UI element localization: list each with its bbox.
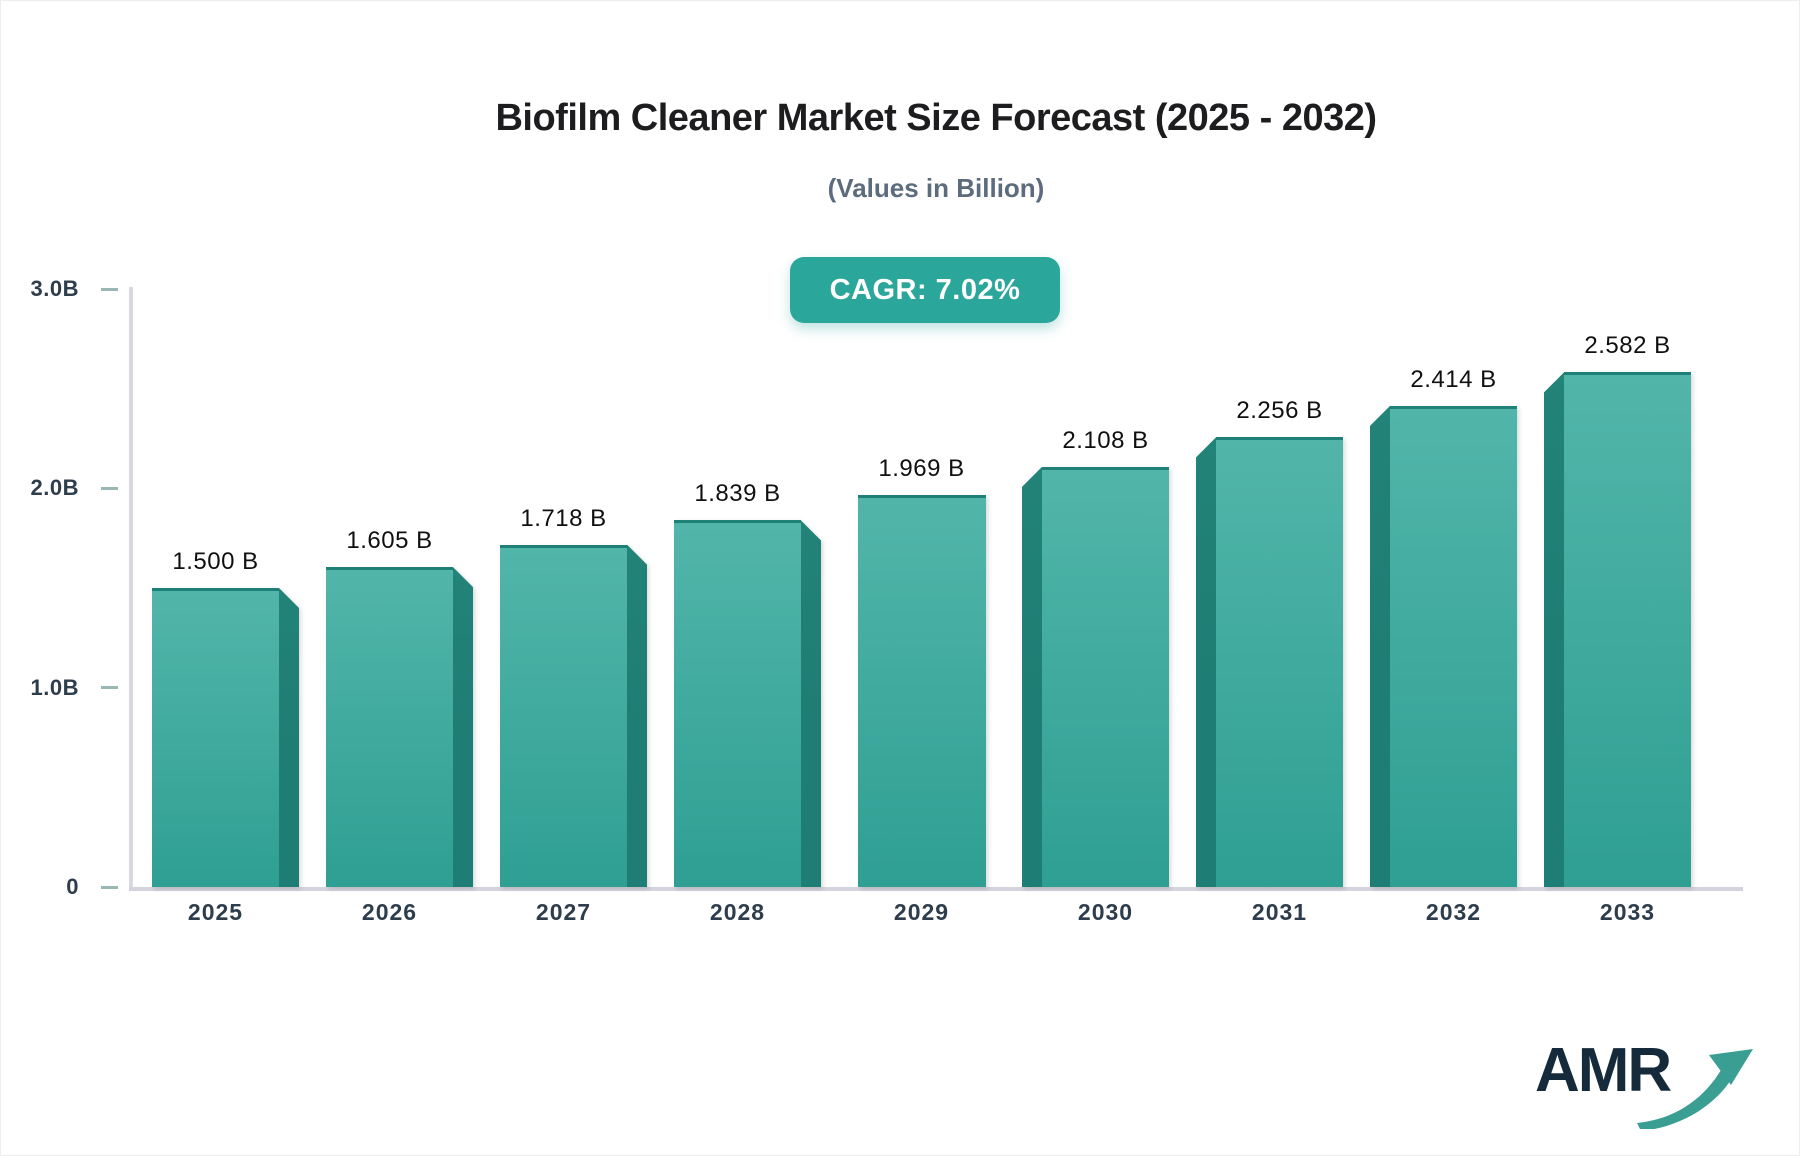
bar-side-3d	[801, 520, 821, 887]
bar-side-3d	[1196, 437, 1216, 887]
bar-value-label: 1.605 B	[346, 527, 433, 555]
y-tick-dash	[101, 885, 118, 889]
bar-2033	[1544, 372, 1691, 887]
amr-logo: AMR	[1521, 1029, 1771, 1129]
bar-value-label: 2.414 B	[1410, 365, 1497, 393]
bar-value-label: 1.718 B	[520, 504, 607, 532]
x-axis-label-2026: 2026	[361, 899, 418, 925]
bar-value-label: 2.108 B	[1062, 426, 1149, 454]
bar-value-label: 2.256 B	[1236, 397, 1323, 425]
y-tick-label: 2.0B	[30, 475, 79, 501]
bar-face	[1390, 405, 1517, 887]
bar-side-3d	[1370, 405, 1390, 887]
bar-face	[674, 520, 801, 887]
x-axis-label-2030: 2030	[1077, 899, 1134, 925]
bar-side-3d	[279, 588, 299, 887]
y-tick-label: 3.0B	[30, 276, 79, 302]
logo-arrow-icon	[1637, 1049, 1753, 1129]
x-axis-label-2028: 2028	[709, 899, 766, 925]
bar-2032	[1370, 405, 1517, 887]
bar-value-label: 2.582 B	[1584, 332, 1671, 360]
x-axis-label-2029: 2029	[893, 899, 950, 925]
bar-2027	[500, 544, 647, 887]
y-axis-line	[129, 287, 133, 891]
bar-value-label: 1.969 B	[878, 454, 965, 482]
x-axis-label-2033: 2033	[1599, 899, 1656, 925]
bar-face	[152, 588, 279, 887]
chart-title: Biofilm Cleaner Market Size Forecast (20…	[495, 97, 1377, 139]
bar-face	[857, 494, 986, 887]
bar-face	[1564, 372, 1691, 887]
bar-2029	[848, 494, 995, 887]
bar-face	[500, 544, 627, 887]
cagr-badge: CAGR: 7.02%	[790, 257, 1060, 323]
x-axis-label-2032: 2032	[1425, 899, 1482, 925]
y-tick-dash	[101, 287, 118, 291]
y-tick-dash	[101, 686, 118, 690]
bar-2030	[1022, 466, 1169, 887]
bar-value-label: 1.839 B	[694, 480, 781, 508]
bar-side-3d	[1544, 372, 1564, 887]
bar-side-3d	[453, 567, 473, 887]
x-axis-label-2027: 2027	[535, 899, 592, 925]
bar-2028	[674, 520, 821, 887]
y-tick-label: 1.0B	[30, 674, 79, 700]
bar-side-3d	[1022, 466, 1042, 887]
bar-face	[1042, 466, 1169, 887]
x-axis-line	[129, 887, 1743, 891]
bar-value-label: 1.500 B	[172, 548, 259, 576]
x-axis-label-2031: 2031	[1251, 899, 1308, 925]
bar-2025	[152, 588, 299, 887]
logo-text: AMR	[1535, 1036, 1672, 1105]
x-axis-label-2025: 2025	[187, 899, 244, 925]
bar-face	[326, 567, 453, 887]
bar-face	[1216, 437, 1343, 887]
y-tick-label: 0	[66, 874, 79, 899]
chart-subtitle: (Values in Billion)	[827, 173, 1045, 203]
y-tick-dash	[101, 486, 118, 490]
bar-2031	[1196, 437, 1343, 887]
bar-2026	[326, 567, 473, 887]
bar-side-3d	[627, 544, 647, 887]
